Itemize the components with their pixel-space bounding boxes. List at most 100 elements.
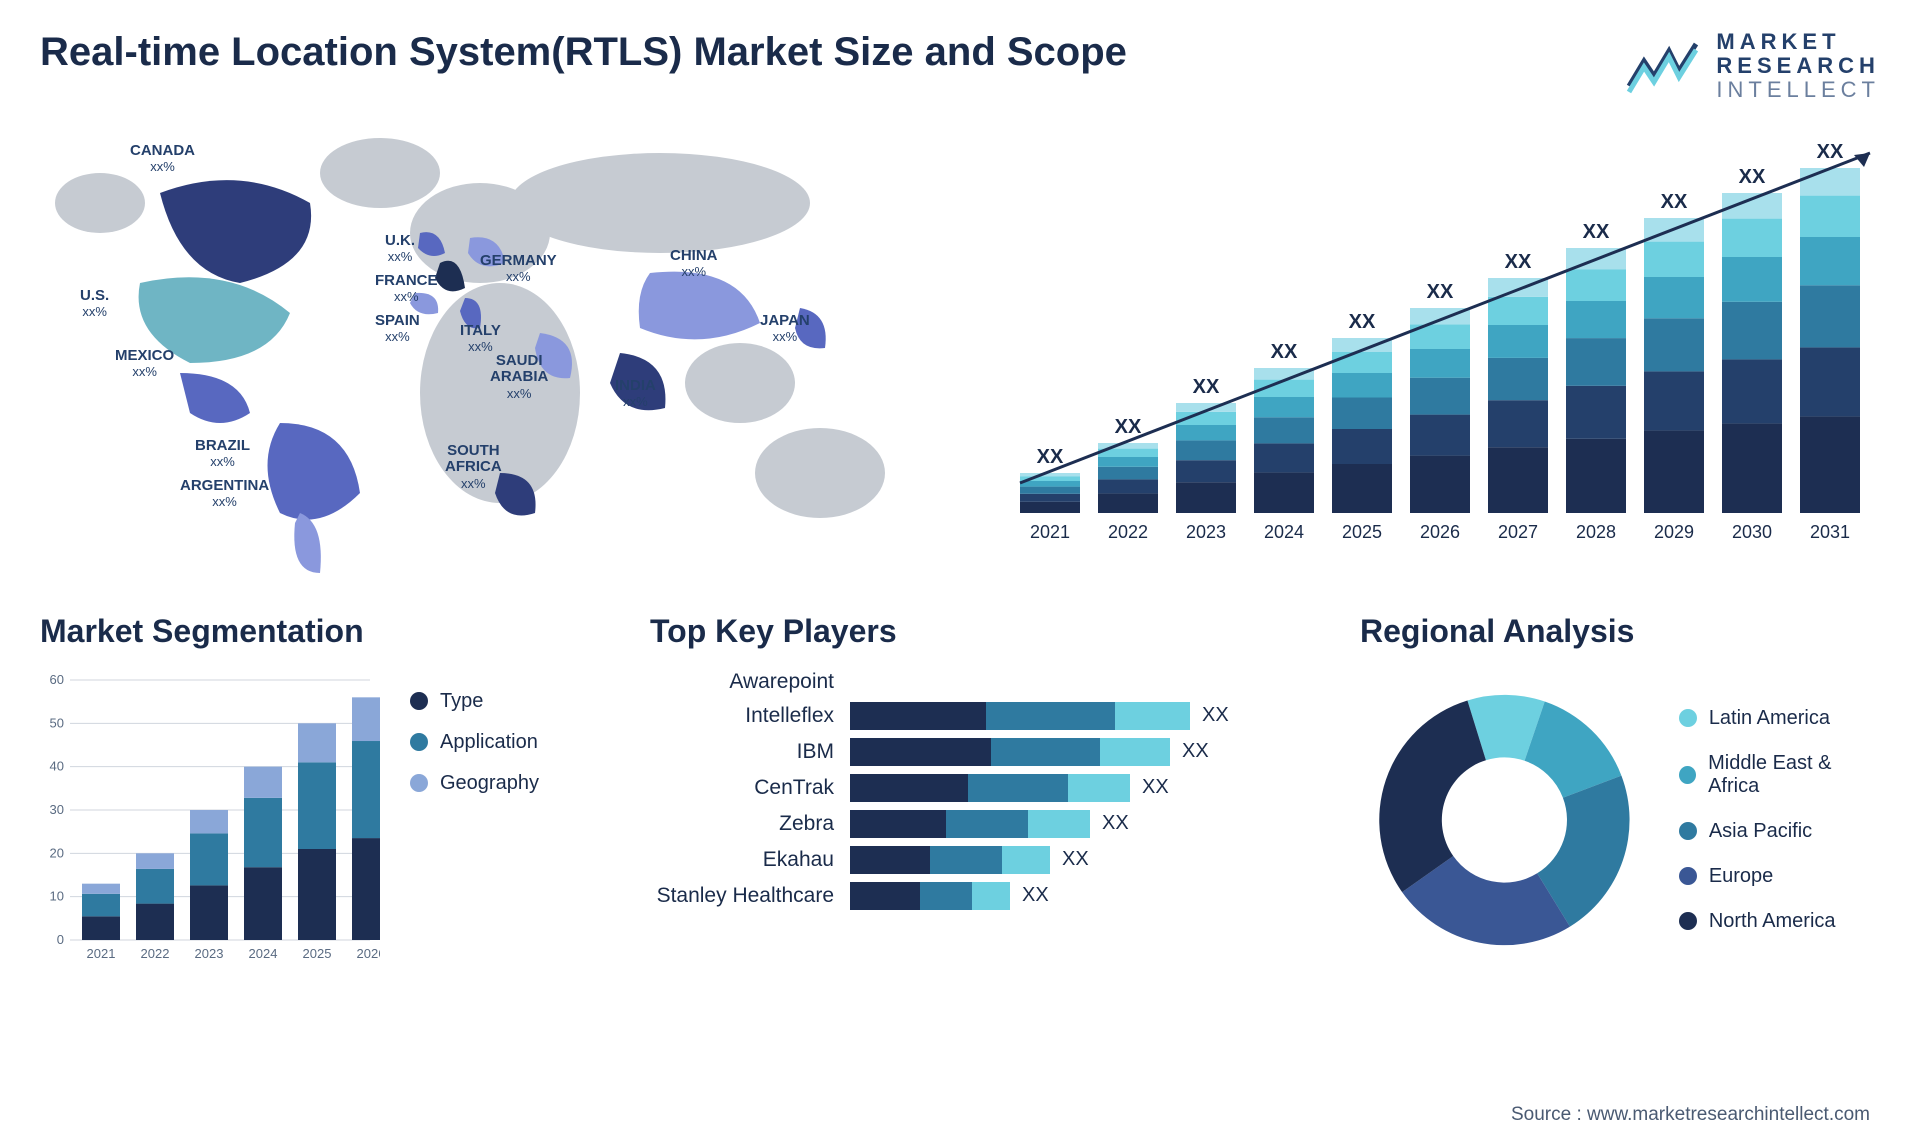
map-label-southafrica: SOUTHAFRICAxx% <box>445 443 502 493</box>
player-bar-segment <box>1068 774 1130 802</box>
y-tick-label: 50 <box>50 715 64 730</box>
growth-bar-value: XX <box>1427 281 1454 303</box>
growth-bar-segment <box>1488 400 1548 447</box>
growth-bar-segment <box>1410 455 1470 512</box>
growth-bar-segment <box>1566 301 1626 338</box>
growth-bar-segment <box>1722 218 1782 256</box>
growth-bar-segment <box>1020 493 1080 501</box>
growth-bar-year: 2024 <box>1264 522 1304 542</box>
seg-legend-item: Type <box>410 690 539 713</box>
y-tick-label: 20 <box>50 845 64 860</box>
map-label-saudiarabia: SAUDIARABIAxx% <box>490 353 548 403</box>
player-row: IBMXX <box>650 738 1310 766</box>
growth-bar-segment <box>1800 195 1860 236</box>
growth-bar-segment <box>1410 414 1470 455</box>
brand-logo: MARKET RESEARCH INTELLECT <box>1624 30 1880 103</box>
growth-bar-segment <box>1722 301 1782 359</box>
seg-bar-segment <box>190 810 228 833</box>
legend-dot <box>410 692 428 710</box>
growth-bar-segment <box>1566 338 1626 386</box>
seg-x-label: 2023 <box>195 946 224 961</box>
segmentation-panel: Market Segmentation 01020304050602021202… <box>40 613 600 1013</box>
legend-label: Application <box>440 731 538 754</box>
growth-bar-segment <box>1800 237 1860 285</box>
growth-bar-year: 2030 <box>1732 522 1772 542</box>
logo-icon <box>1624 36 1704 96</box>
segmentation-legend: Type Application Geography <box>410 670 539 970</box>
legend-label: North America <box>1709 910 1836 933</box>
seg-bar-segment <box>298 849 336 940</box>
growth-bar-year: 2027 <box>1498 522 1538 542</box>
player-row: Awarepoint <box>650 670 1310 694</box>
growth-bar-segment <box>1020 486 1080 493</box>
growth-bar-segment <box>1020 501 1080 512</box>
growth-bar-segment <box>1800 285 1860 347</box>
growth-bar-segment <box>1254 397 1314 417</box>
seg-bar-segment <box>352 697 380 741</box>
regional-legend-item: Asia Pacific <box>1679 820 1880 843</box>
seg-bar-segment <box>190 885 228 940</box>
growth-bar-segment <box>1254 417 1314 443</box>
key-players-panel: Top Key Players AwarepointIntelleflexXXI… <box>650 613 1310 1013</box>
growth-bar-value: XX <box>1271 341 1298 363</box>
map-label-spain: SPAINxx% <box>375 313 420 346</box>
player-bar-segment <box>972 882 1010 910</box>
player-bar <box>850 846 1050 874</box>
player-name: Awarepoint <box>650 670 850 694</box>
player-value: XX <box>1022 884 1049 907</box>
growth-bar-year: 2021 <box>1030 522 1070 542</box>
map-label-mexico: MEXICOxx% <box>115 348 174 381</box>
growth-bar-segment <box>1176 425 1236 440</box>
player-name: CenTrak <box>650 776 850 800</box>
growth-bar-segment <box>1098 457 1158 467</box>
player-bar-segment <box>850 810 946 838</box>
seg-bar-segment <box>298 723 336 762</box>
seg-bar-segment <box>190 833 228 885</box>
player-bar-segment <box>850 774 968 802</box>
player-bar-segment <box>920 882 971 910</box>
player-bar-segment <box>968 774 1069 802</box>
seg-bar-segment <box>82 893 120 916</box>
regional-title: Regional Analysis <box>1360 613 1880 650</box>
growth-bar-segment <box>1176 440 1236 460</box>
player-bar-segment <box>850 702 986 730</box>
seg-bar-segment <box>352 838 380 940</box>
map-label-canada: CANADAxx% <box>130 143 195 176</box>
player-row: EkahauXX <box>650 846 1310 874</box>
player-name: Intelleflex <box>650 704 850 728</box>
growth-bar-segment <box>1332 397 1392 429</box>
growth-bar-value: XX <box>1817 141 1844 163</box>
y-tick-label: 10 <box>50 888 64 903</box>
player-row: ZebraXX <box>650 810 1310 838</box>
growth-bar-segment <box>1722 257 1782 302</box>
regional-panel: Regional Analysis Latin America Middle Ea… <box>1360 613 1880 1013</box>
player-value: XX <box>1182 740 1209 763</box>
map-label-uk: U.K.xx% <box>385 233 415 266</box>
legend-dot <box>1679 709 1697 727</box>
legend-dot <box>1679 766 1696 784</box>
growth-bar-segment <box>1098 493 1158 513</box>
growth-bar-segment <box>1722 359 1782 423</box>
seg-bar-segment <box>298 762 336 849</box>
seg-legend-item: Application <box>410 731 539 754</box>
player-bar-segment <box>930 846 1002 874</box>
legend-label: Latin America <box>1709 707 1830 730</box>
player-name: Stanley Healthcare <box>650 884 850 908</box>
growth-bar-segment <box>1332 373 1392 398</box>
growth-bar-segment <box>1566 385 1626 438</box>
growth-bar-segment <box>1488 447 1548 513</box>
growth-bar-segment <box>1800 347 1860 416</box>
player-bar-segment <box>1100 738 1170 766</box>
player-value: XX <box>1202 704 1229 727</box>
regional-legend: Latin America Middle East & Africa Asia Pa… <box>1679 707 1880 933</box>
regional-legend-item: Middle East & Africa <box>1679 752 1880 798</box>
growth-bar-segment <box>1098 479 1158 493</box>
map-label-japan: JAPANxx% <box>760 313 810 346</box>
growth-bar-segment <box>1332 429 1392 464</box>
growth-bar-value: XX <box>1037 446 1064 468</box>
growth-bar-segment <box>1332 352 1392 373</box>
seg-legend-item: Geography <box>410 772 539 795</box>
player-bar-segment <box>1028 810 1090 838</box>
growth-bar-value: XX <box>1739 166 1766 188</box>
growth-bar-segment <box>1800 168 1860 196</box>
